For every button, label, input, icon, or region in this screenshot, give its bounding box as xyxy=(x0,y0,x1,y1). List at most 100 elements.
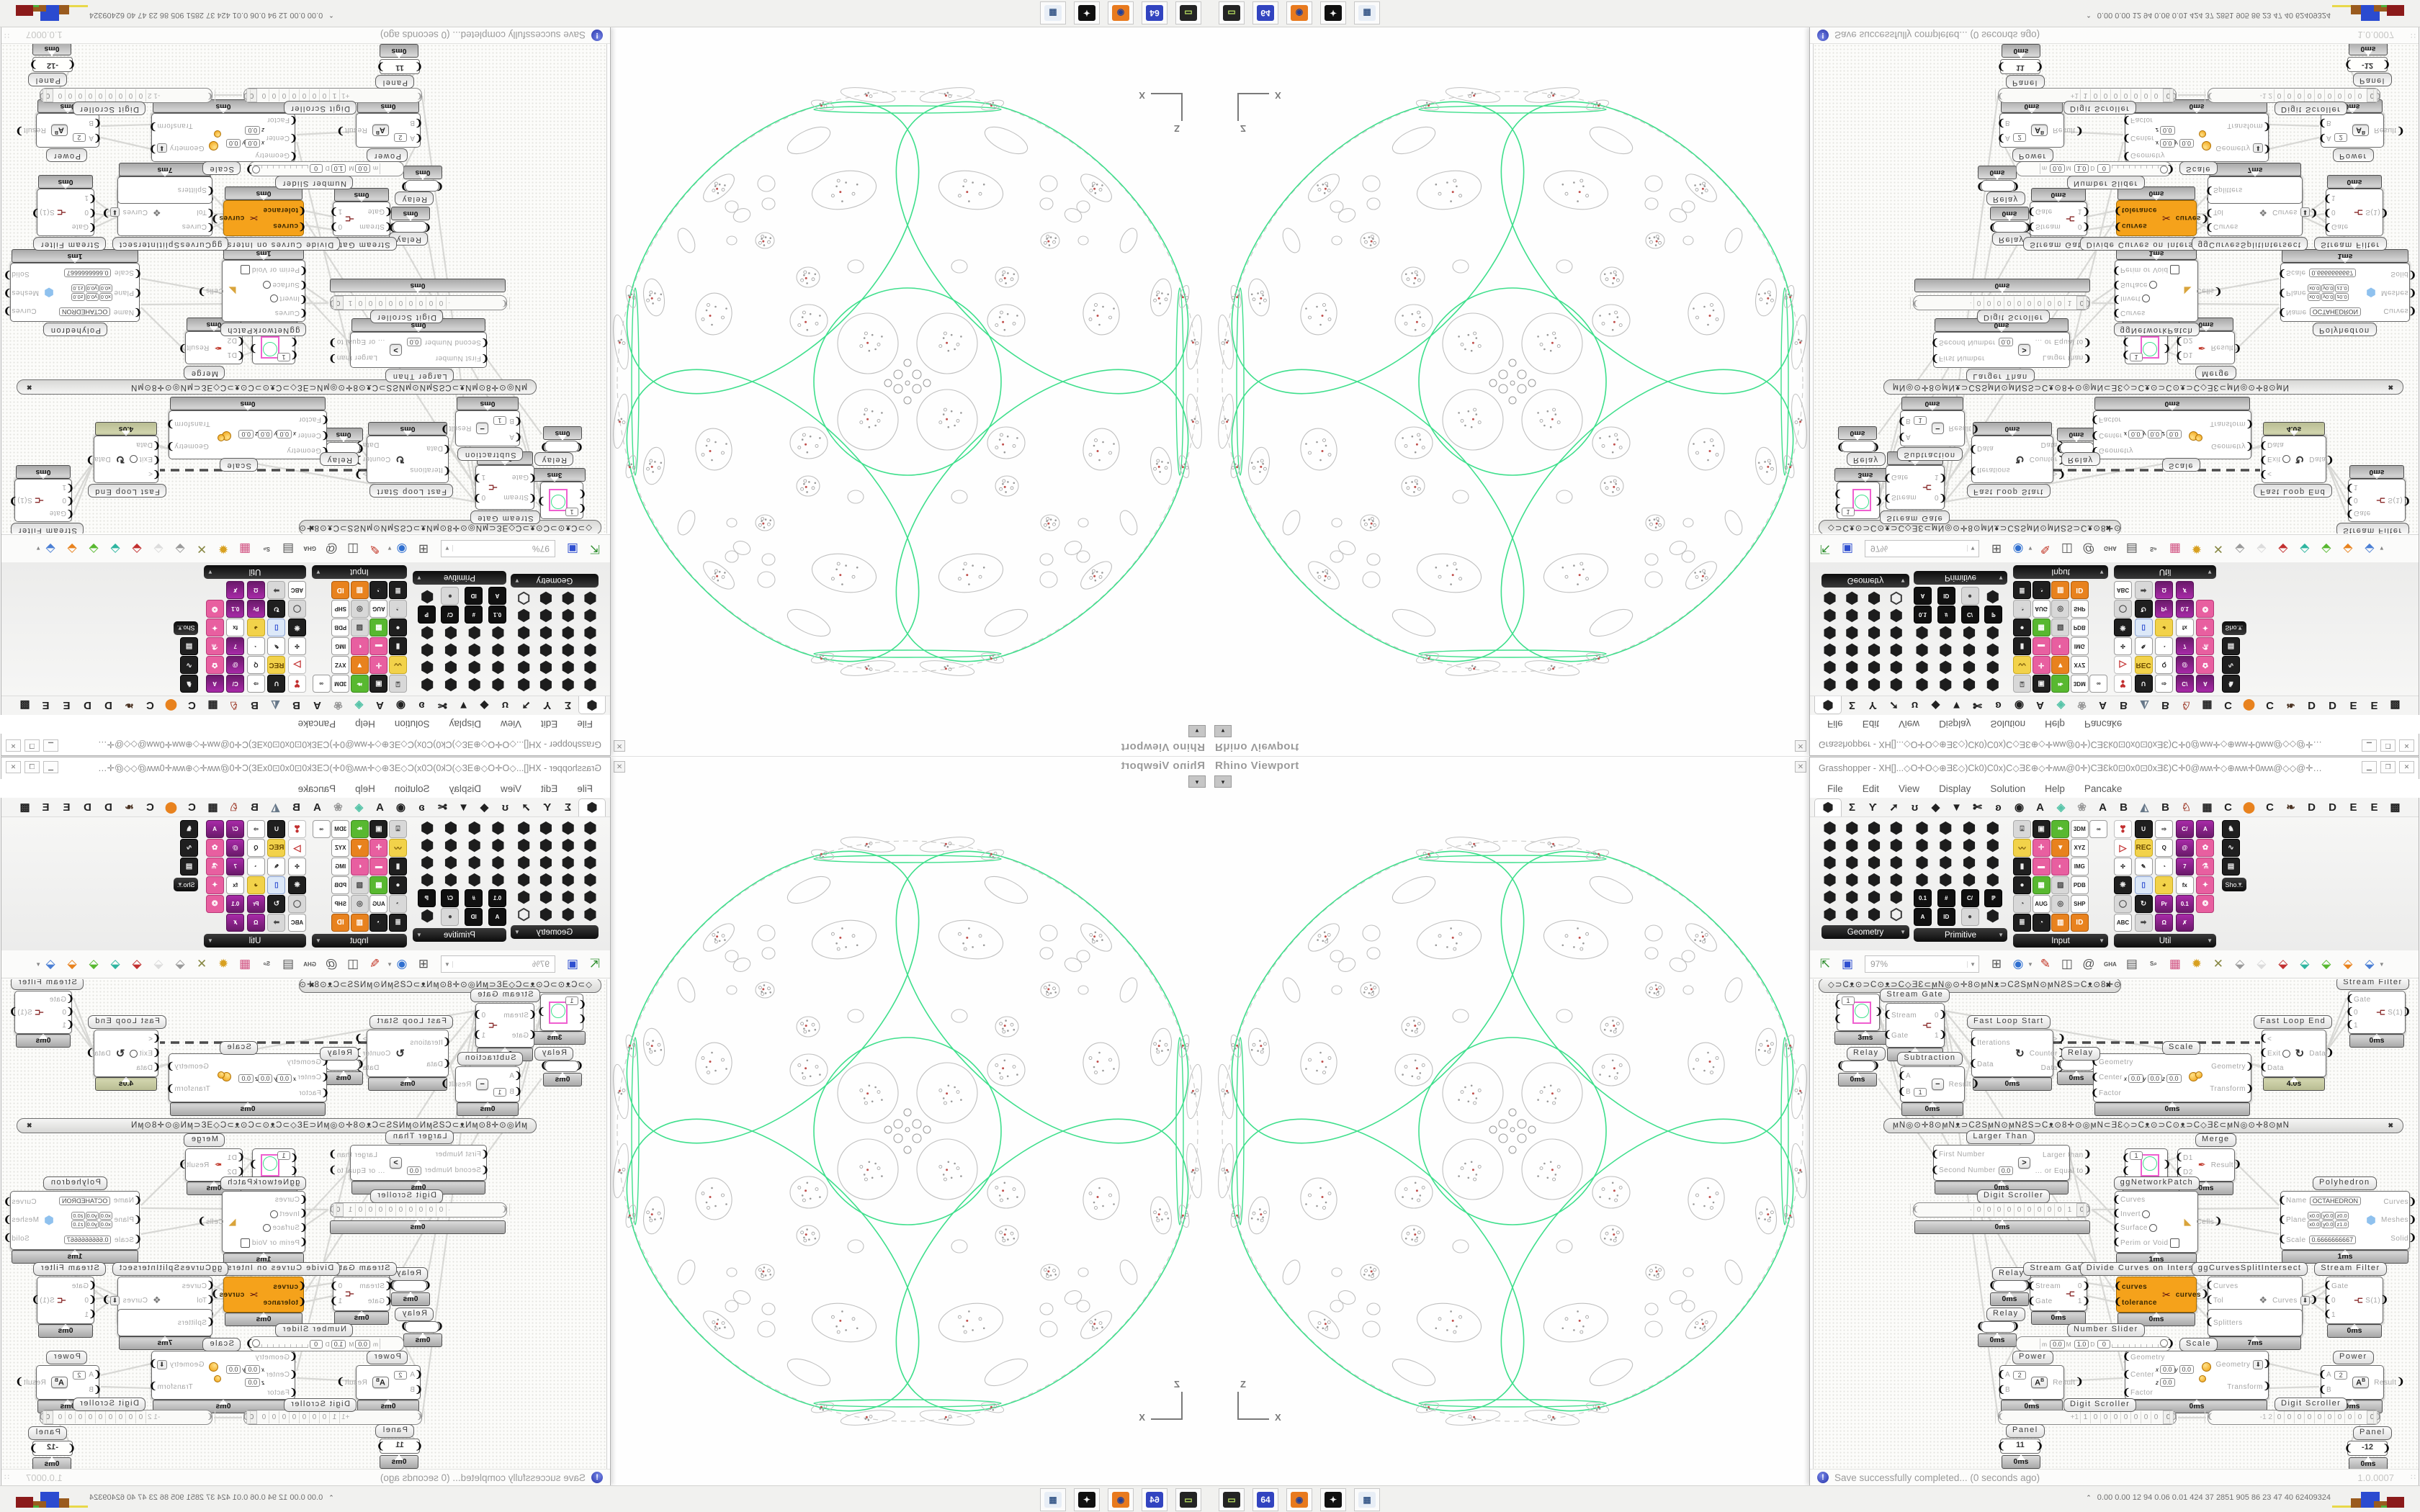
palette-icon[interactable]: ◕ xyxy=(246,618,265,636)
palette-icon[interactable]: ⬢ xyxy=(1845,820,1859,837)
palette-icon[interactable]: ❂ xyxy=(205,895,224,913)
node-label[interactable]: Number Slider xyxy=(2067,1323,2145,1337)
palette-icon[interactable]: fx xyxy=(2175,618,2194,636)
tab-25[interactable]: E xyxy=(63,699,71,711)
node-label[interactable]: ggCurvesSplitIntersect xyxy=(112,1262,229,1276)
preview-off-button[interactable]: ⬙ xyxy=(171,955,189,973)
tab-0[interactable]: ⬢ xyxy=(1814,696,1842,714)
palette-icon[interactable]: fx xyxy=(226,876,245,894)
palette-icon[interactable]: ✣ xyxy=(288,858,306,876)
group-header[interactable]: ✖ ◇⊃Cᴥ⊙⊃C⊙ᴥ⊃C◇ƎƐ⊂ϻN◎⊙✛8⊙ϻNᴥ⊃CƧSϻN⊙ϻNƧS⊃Cᴥ… xyxy=(1819,520,2121,534)
tab-17[interactable]: ♘ xyxy=(2181,699,2192,711)
palette-icon[interactable]: ▷ xyxy=(2114,656,2132,674)
component-node-ggnetworkpatch[interactable]: ❨ Curves ❨ Invert ❨ Surface ❨ Perim or Void ◣… xyxy=(198,1191,308,1253)
palette-icon[interactable]: ❋ xyxy=(288,618,306,636)
palette-icon[interactable]: ⬢ xyxy=(1986,659,1999,675)
node-label[interactable]: Merge xyxy=(184,1133,225,1147)
component-node-polyhedron[interactable]: ❨ Name OCTAHEDRON ❨ Plane x0.0 y0.0 z0.0 x0.0 y… xyxy=(2278,1191,2416,1250)
palette-icon[interactable]: 0.1 xyxy=(226,895,245,913)
node-label[interactable]: Relay xyxy=(2061,1047,2100,1061)
save-file-button[interactable]: ▣ xyxy=(563,955,582,973)
palette-icon[interactable]: # xyxy=(465,606,483,624)
node-label[interactable]: Digit Scroller xyxy=(1977,1189,2051,1203)
component-node-anon[interactable]: ❨ Splitters xyxy=(2205,176,2303,204)
node-label[interactable]: Power xyxy=(2333,148,2374,162)
tab-10[interactable]: A xyxy=(376,801,384,814)
node-label[interactable]: Stream Filter xyxy=(2336,523,2409,534)
component-node-power[interactable]: ❨ A 2 ❨ B AB Result ❩ xyxy=(2318,113,2405,148)
palette-icon[interactable]: ⬢ xyxy=(561,590,575,606)
palette-icon[interactable]: A xyxy=(2196,820,2215,838)
palette-icon[interactable]: AUG xyxy=(369,600,388,618)
palette-icon[interactable]: ⬢ xyxy=(444,855,458,871)
palette-icon[interactable]: ▨ xyxy=(350,876,369,894)
component-node-power[interactable]: ❨ A 2 ❨ B AB Result ❩ xyxy=(336,113,423,148)
tab-1[interactable]: Σ xyxy=(1848,699,1855,711)
palette-label-primitive[interactable]: Primitive ▼ xyxy=(413,571,506,585)
gh-canvas[interactable]: ✖ ◇⊃Cᴥ⊙⊃C⊙ᴥ⊃C◇ƎƐ⊂ϻN◎⊙✛8⊙ϻNᴥ⊃CƧSϻN⊙ϻNƧS⊃Cᴥ… xyxy=(2,44,607,534)
palette-icon[interactable]: ✛ xyxy=(369,656,388,674)
gem-blue-button[interactable]: ⬙ xyxy=(2360,539,2379,558)
palette-icon[interactable]: ⬢ xyxy=(1889,872,1903,888)
palette-icon[interactable]: ✣ xyxy=(2114,637,2132,655)
palette-icon[interactable]: ⬢ xyxy=(421,588,434,605)
tab-2[interactable]: Ƴ xyxy=(1868,801,1878,814)
palette-icon[interactable]: ⬢ xyxy=(583,624,597,641)
node-label[interactable]: Stream Gate xyxy=(1880,510,1950,524)
palette-icon[interactable]: ∞ xyxy=(2089,820,2108,838)
palette-icon[interactable]: ⬢ xyxy=(1915,837,1929,854)
gem-blue-button[interactable]: ⬙ xyxy=(41,539,60,558)
palette-icon[interactable]: ➡ xyxy=(267,914,286,932)
tab-15[interactable]: ◭ xyxy=(271,801,280,814)
palette-icon[interactable]: ⬡ xyxy=(1889,590,1903,606)
tab-5[interactable]: ◆ xyxy=(480,801,489,814)
palette-icon[interactable]: ▬ xyxy=(369,858,388,876)
palette-icon[interactable]: ⚗ xyxy=(2196,637,2215,655)
palette-label-util[interactable]: Util ▼ xyxy=(204,565,306,579)
group-close-icon[interactable]: ✖ xyxy=(2105,524,2112,531)
node-label[interactable]: Merge xyxy=(2195,366,2236,379)
relay-node[interactable]: ❨❩ xyxy=(1837,1060,1880,1072)
palette-icon[interactable]: ⬢ xyxy=(444,676,458,693)
palette-icon[interactable]: ◐ xyxy=(350,858,369,876)
tab-8[interactable]: ʚ xyxy=(418,699,425,711)
node-label[interactable]: Digit Scroller xyxy=(72,1398,145,1411)
palette-icon[interactable]: ◐ xyxy=(350,637,369,655)
palette-icon[interactable]: ⬢ xyxy=(1915,855,1929,871)
palette-icon[interactable]: ABC xyxy=(2114,914,2132,932)
palette-icon[interactable]: ◯ xyxy=(2114,895,2132,913)
palette-icon[interactable]: ⬢ xyxy=(1889,855,1903,871)
palette-icon[interactable]: 〰 xyxy=(389,656,407,674)
palette-icon[interactable]: A xyxy=(1914,587,1932,605)
palette-icon[interactable]: ⬢ xyxy=(467,676,481,693)
rhino-viewport[interactable]: Rhino Viewport ▾ ✕ Z X xyxy=(608,757,1210,1485)
tab-19[interactable]: C xyxy=(2224,801,2232,814)
hide-dialog-button[interactable]: ◫ xyxy=(2058,955,2076,973)
palette-icon[interactable]: ⬢ xyxy=(539,855,553,871)
palette-icon[interactable]: ● xyxy=(1960,587,1979,605)
palette-icon[interactable]: SHP xyxy=(331,895,350,913)
palette-icon[interactable]: XYZ xyxy=(331,839,350,857)
chevron-down-icon[interactable]: ▼ xyxy=(2378,960,2385,968)
palette-icon[interactable]: ⬢ xyxy=(1939,624,1953,641)
palette-icon[interactable]: ▮ xyxy=(389,858,407,876)
tab-3[interactable]: ➚ xyxy=(1889,801,1899,814)
palette-icon[interactable]: ✣ xyxy=(2114,858,2132,876)
palette-icon[interactable]: ▷ xyxy=(288,656,306,674)
palette-icon[interactable]: ⬢ xyxy=(1845,607,1859,624)
gha-assembler-button[interactable]: GHA xyxy=(2101,539,2120,558)
group-header[interactable]: ✖ ϻN◎⊙✛8⊙ϻNᴥ⊃CƧSϻN⊙ϻNƧS⊃Cᴥ⊙8✛⊙◎ϻN⊂ƎƐ◇⊃Cᴥ⊙… xyxy=(1883,1118,2403,1133)
node-label[interactable]: Power xyxy=(46,148,87,162)
close-button[interactable]: ✕ xyxy=(2399,761,2414,773)
component-node-stream-gate[interactable]: ❨ Stream ❨ Gate ⑂ 0 ❩ 1 ❩ xyxy=(473,465,537,510)
component-node-subtraction[interactable]: ❨ A ❨ B 1− Result ❩ xyxy=(1898,410,1979,446)
panel-node[interactable]: ❨ 11 ❩ xyxy=(377,1439,423,1454)
palette-icon[interactable]: ℙ xyxy=(1984,606,2003,624)
palette-icon[interactable]: ⬢ xyxy=(444,820,458,837)
component-node-anon[interactable]: ❨ Splitters xyxy=(117,1309,215,1336)
palette-icon[interactable]: Pr xyxy=(246,895,265,913)
tab-14[interactable]: B xyxy=(2120,801,2128,814)
group-close-icon[interactable]: ✖ xyxy=(26,1122,32,1129)
palette-icon[interactable]: ◎ xyxy=(350,895,369,913)
rhino-viewport[interactable]: Rhino Viewport ▾ ✕ Z X xyxy=(1210,757,1812,1485)
